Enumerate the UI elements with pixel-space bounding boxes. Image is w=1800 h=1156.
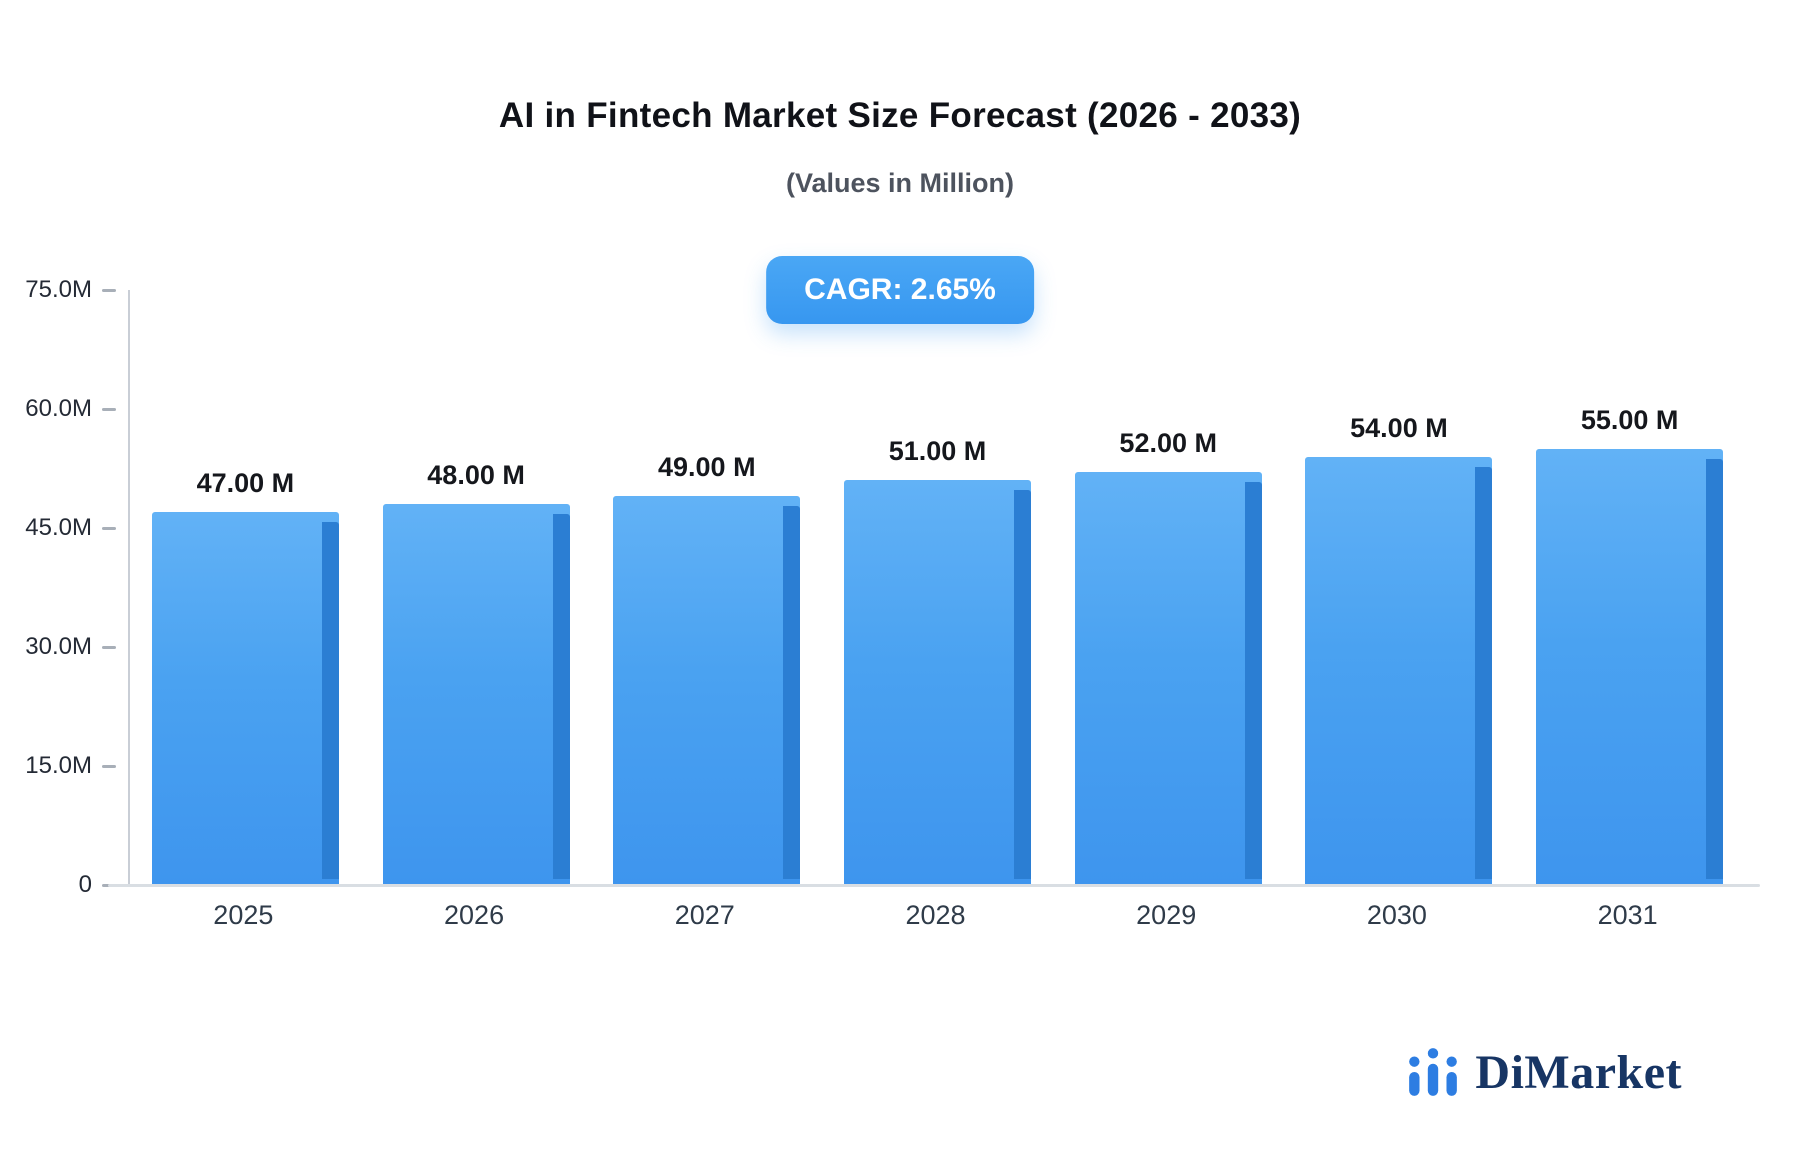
brand-logo-text: DiMarket <box>1475 1045 1682 1099</box>
bar-2025: 47.00 M <box>151 468 339 885</box>
y-tick-mark <box>102 645 116 649</box>
y-tick-mark <box>102 526 116 530</box>
x-category-label-2030: 2030 <box>1366 900 1427 930</box>
brand-logo: DiMarket <box>1405 1044 1682 1100</box>
bar-side-face <box>1244 482 1262 879</box>
bar-value-label: 47.00 M <box>196 468 295 499</box>
y-tick-label: 60.0M <box>25 395 92 422</box>
bar-value-label: 52.00 M <box>1119 428 1217 459</box>
bar-side-face <box>321 522 339 879</box>
bar-2028: 51.00 M <box>844 436 1031 885</box>
y-tick-15.0M: 15.0M <box>25 752 128 780</box>
x-category-label-2026: 2026 <box>444 900 505 930</box>
bar-2030: 54.00 M <box>1305 413 1493 885</box>
x-category-label-2025: 2025 <box>213 900 274 930</box>
chart-subtitle: (Values in Million) <box>785 168 1015 198</box>
y-tick-mark <box>102 407 116 411</box>
bar-side-face <box>1706 458 1724 879</box>
bar-side-face <box>1475 466 1493 879</box>
bar-2029: 52.00 M <box>1074 428 1262 885</box>
x-category-label-2029: 2029 <box>1136 900 1197 930</box>
bar-side-face <box>552 514 570 879</box>
y-tick-label: 45.0M <box>25 514 92 541</box>
y-tick-label: 0 <box>78 871 92 898</box>
y-tick-label: 75.0M <box>25 276 92 303</box>
bar-value-label: 49.00 M <box>658 452 756 483</box>
x-category-label-2031: 2031 <box>1597 900 1658 930</box>
y-tick-60.0M: 60.0M <box>25 395 128 423</box>
chart-title: AI in Fintech Market Size Forecast (2026… <box>498 96 1302 135</box>
bar-2026: 48.00 M <box>382 460 570 885</box>
bar-value-label: 48.00 M <box>427 460 525 491</box>
x-axis-baseline <box>108 884 1760 887</box>
plot-area: 47.00 M 48.00 M 49.00 M 51.00 M 52.00 M 54.00… <box>128 290 1745 885</box>
y-tick-mark <box>102 288 116 292</box>
x-category-label-2028: 2028 <box>905 900 966 930</box>
x-category-label-2027: 2027 <box>674 900 735 930</box>
bar-side-face <box>783 506 801 879</box>
y-tick-30.0M: 30.0M <box>25 633 128 661</box>
cagr-badge: CAGR: 2.65% <box>766 256 1034 324</box>
y-tick-75.0M: 75.0M <box>25 276 128 304</box>
y-axis: 0 15.0M 30.0M 45.0M 60.0M 75.0M <box>0 276 128 898</box>
y-tick-label: 30.0M <box>25 633 92 660</box>
bar-2027: 49.00 M <box>613 452 801 885</box>
x-axis: 2025 2026 2027 2028 2029 2030 2031 <box>128 900 1745 944</box>
bar-side-face <box>1014 490 1031 879</box>
bar-chart-logo-icon <box>1409 1048 1458 1096</box>
bar-value-label: 54.00 M <box>1350 412 1448 443</box>
y-tick-mark <box>102 764 116 768</box>
y-tick-label: 15.0M <box>25 752 92 779</box>
bar-value-label: 55.00 M <box>1580 404 1679 435</box>
y-tick-45.0M: 45.0M <box>25 514 128 542</box>
bar-2031: 55.00 M <box>1536 405 1724 885</box>
bar-value-label: 51.00 M <box>888 436 987 467</box>
